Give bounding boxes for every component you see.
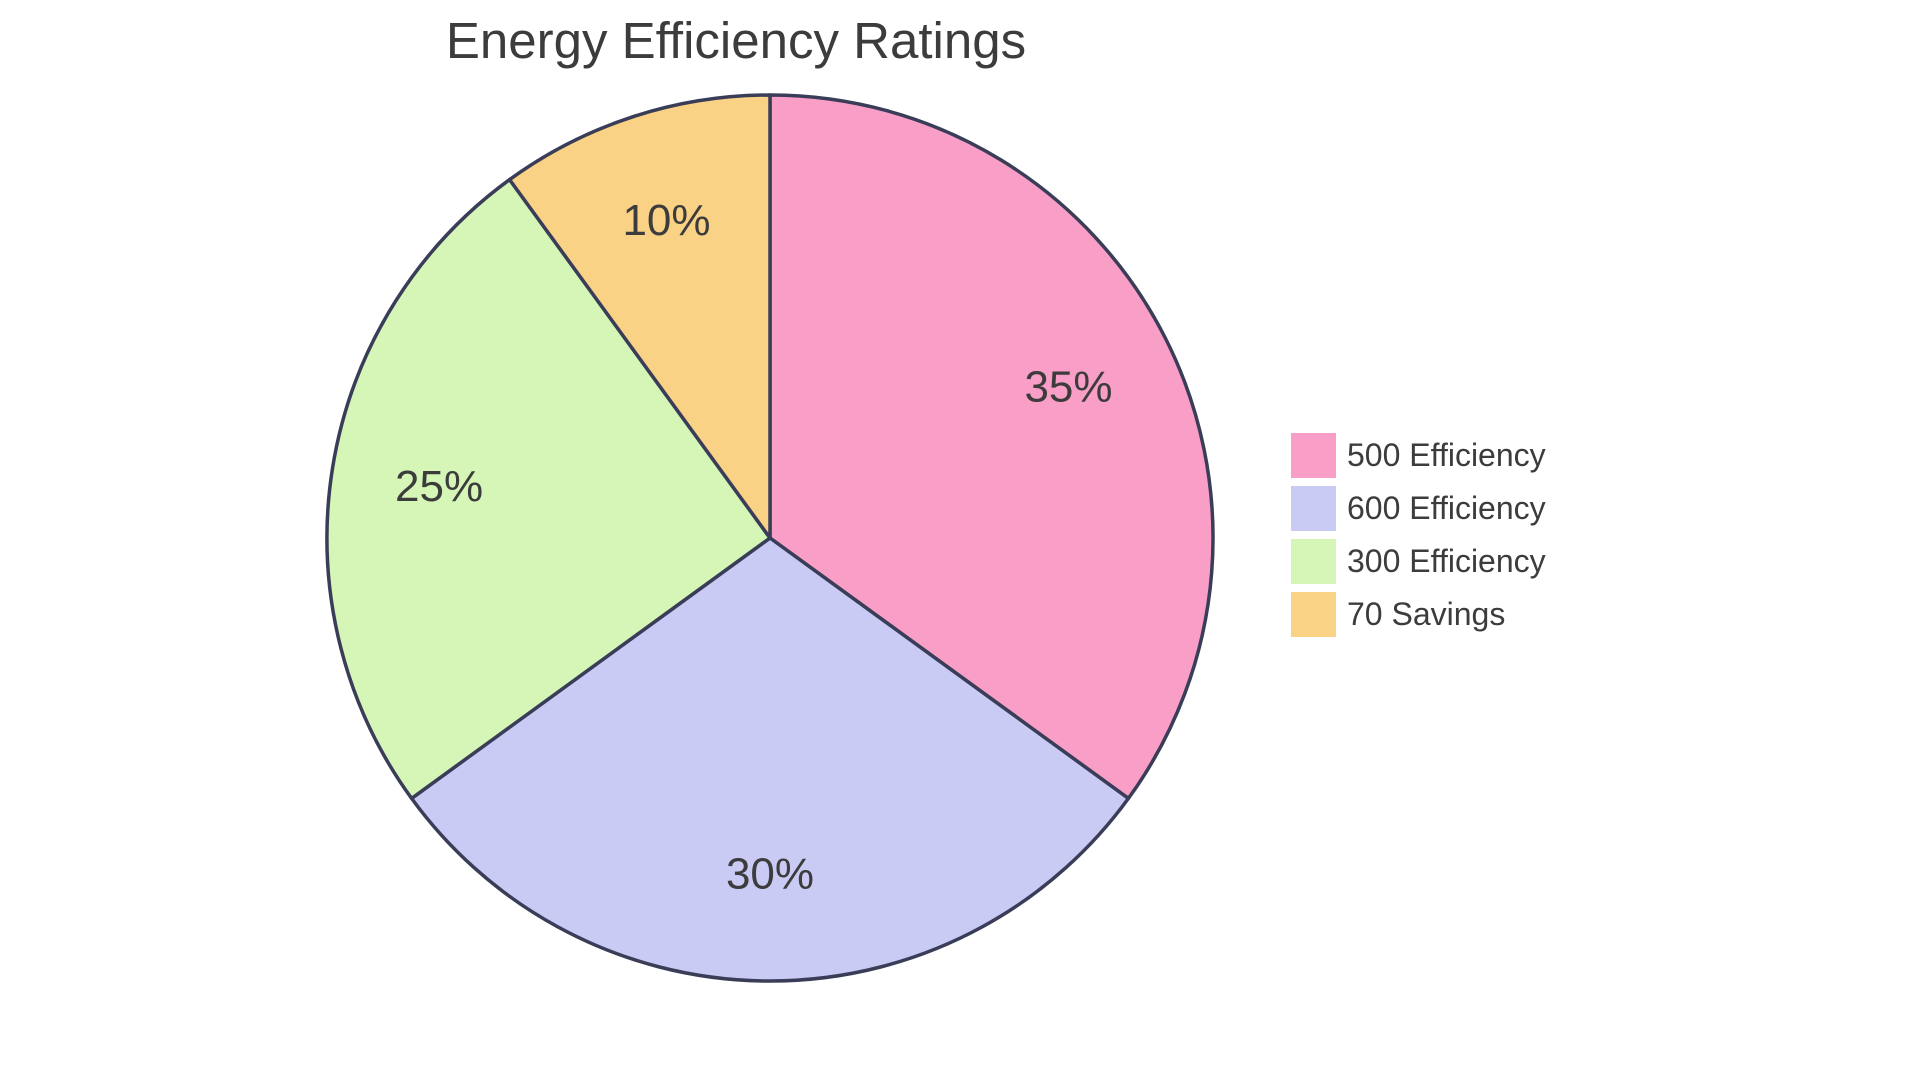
slice-percent-label: 30% [726, 849, 814, 898]
legend-label: 500 Efficiency [1347, 437, 1546, 473]
legend-swatch [1291, 539, 1336, 584]
legend-swatch [1291, 433, 1336, 478]
slice-percent-label: 10% [622, 196, 710, 245]
legend-label: 70 Savings [1347, 596, 1506, 632]
legend-item: 70 Savings [1291, 592, 1546, 637]
pie-slice-600-efficiency [409, 536, 1131, 983]
pie-slices [325, 93, 1215, 983]
legend-label: 300 Efficiency [1347, 543, 1546, 579]
legend-swatch [1291, 592, 1336, 637]
pie-slice-70-savings [507, 93, 772, 540]
slice-percent-label: 25% [395, 462, 483, 511]
legend-item: 500 Efficiency [1291, 433, 1546, 478]
legend: 500 Efficiency 600 Efficiency 300 Efficien… [1291, 433, 1546, 637]
slice-percent-label: 35% [1024, 362, 1112, 411]
legend-item: 600 Efficiency [1291, 486, 1546, 531]
pie-slice-500-efficiency [768, 93, 1215, 801]
legend-label: 600 Efficiency [1347, 490, 1546, 526]
pie-slice-labels: 35% 30% 25% 10% [395, 196, 1112, 899]
chart-title: Energy Efficiency Ratings [446, 12, 1026, 69]
legend-swatch [1291, 486, 1336, 531]
pie-slice-300-efficiency [325, 177, 772, 801]
legend-item: 300 Efficiency [1291, 539, 1546, 584]
